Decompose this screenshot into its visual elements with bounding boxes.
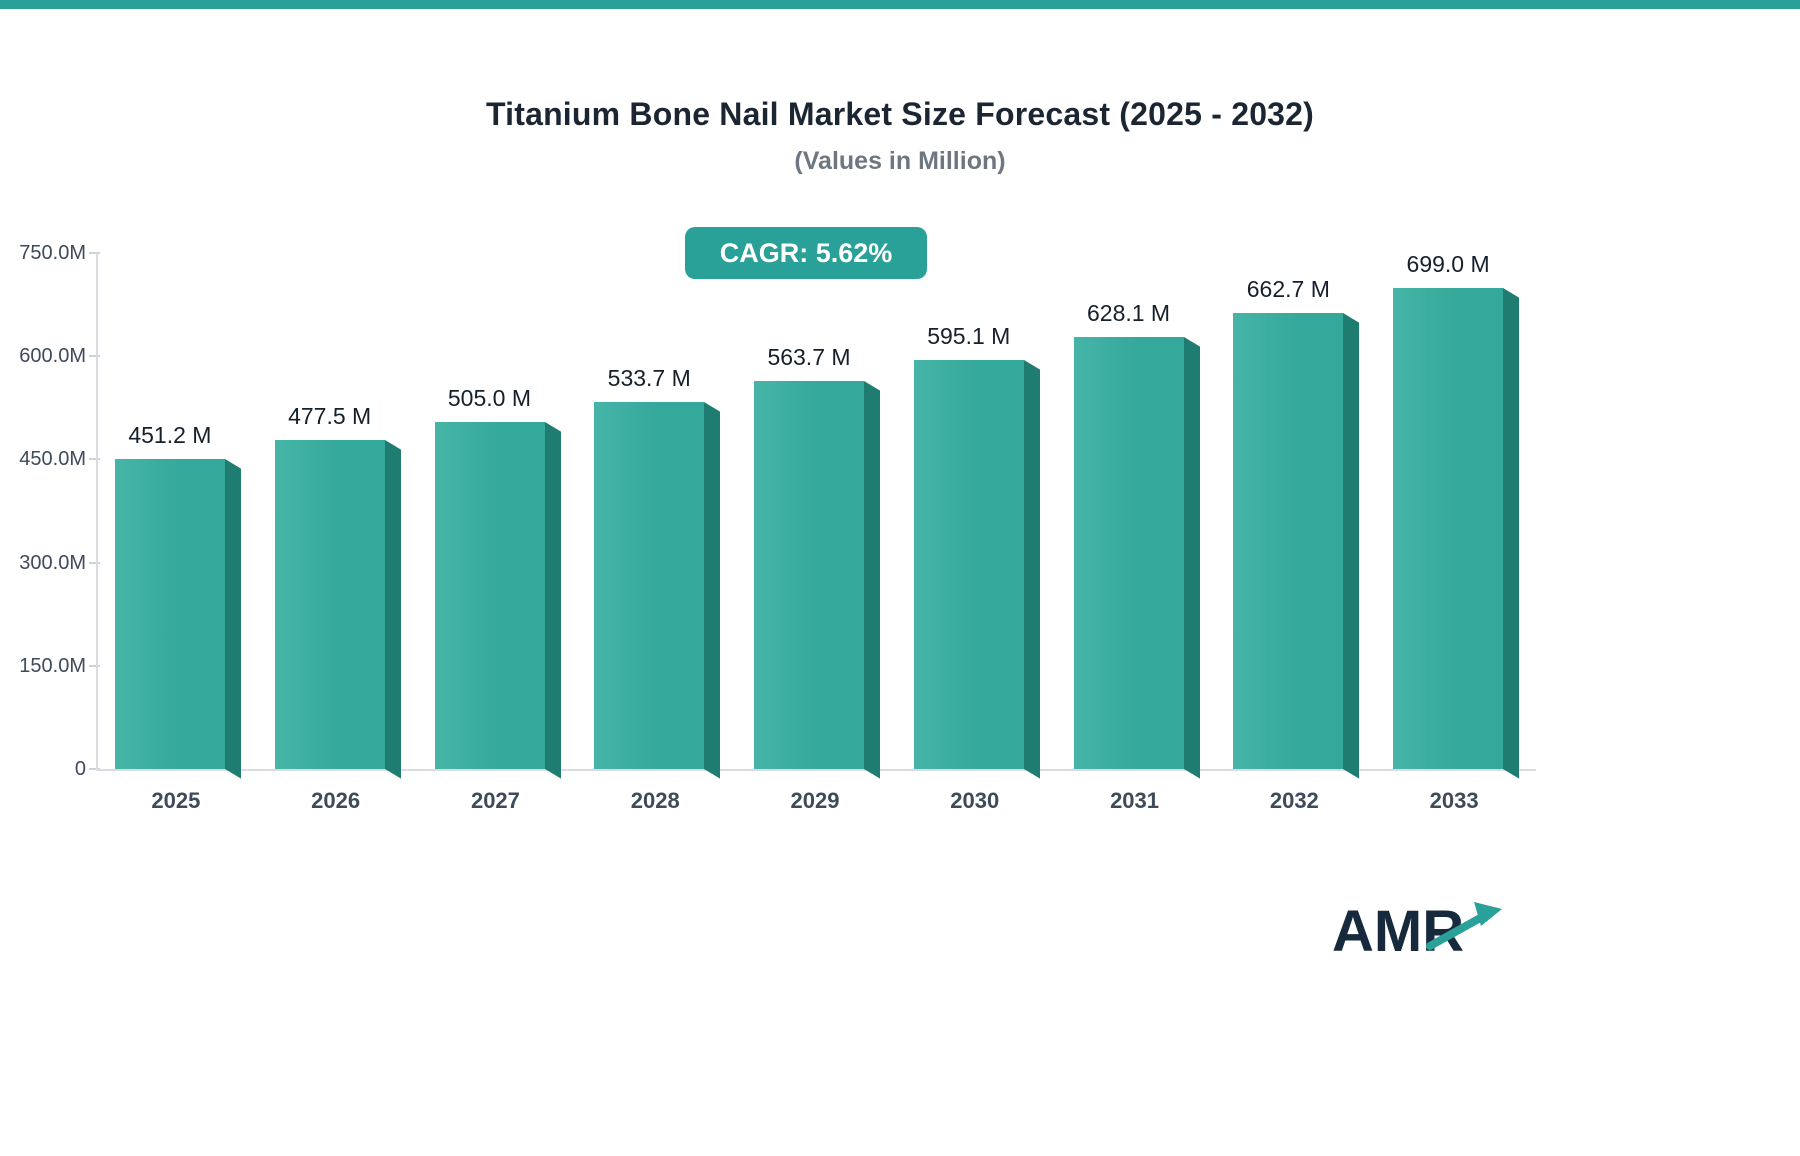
chart-subtitle: (Values in Million)	[794, 147, 1006, 175]
chart-title: Titanium Bone Nail Market Size Forecast …	[485, 96, 1315, 132]
bar-side-shade	[544, 421, 561, 779]
bar	[1393, 288, 1504, 769]
cagr-badge: CAGR: 5.62%	[685, 227, 927, 279]
bar-side-shade	[1343, 313, 1360, 779]
bar-value-label: 563.7 M	[767, 344, 851, 371]
logo-text: AMR	[1332, 899, 1465, 964]
top-accent-strip	[0, 0, 1800, 9]
x-axis: 2025 2026 2027 2028 2029 2030 2031 2032 2033	[96, 788, 1536, 818]
bar-side-shade	[225, 458, 241, 779]
y-axis-tick	[89, 768, 100, 770]
bar-group: 533.7 M	[577, 253, 737, 779]
bar-side-shade	[1023, 359, 1040, 779]
bar-side-shade	[1503, 288, 1520, 779]
x-axis-label: 2026	[311, 788, 361, 813]
plot-area: 451.2 M 477.5 M 505.0 M 533.7 M 563.7 M 595.1…	[96, 251, 1536, 779]
bar-group: 505.0 M	[418, 253, 578, 779]
x-axis-label: 2032	[1269, 788, 1319, 813]
y-axis-label: 0	[74, 758, 86, 780]
y-axis-tick	[89, 664, 100, 667]
y-axis-tick	[89, 252, 100, 254]
bar-group: 477.5 M	[258, 253, 418, 779]
bar-side-shade	[384, 440, 401, 779]
x-axis-label: 2025	[151, 788, 201, 813]
bar	[754, 381, 865, 769]
bar-side-shade	[704, 401, 721, 779]
y-axis-tick	[89, 355, 100, 358]
y-axis-label: 300.0M	[19, 551, 86, 574]
bar	[1073, 336, 1184, 769]
bar-group: 451.2 M	[98, 253, 258, 779]
y-axis-label: 450.0M	[19, 448, 86, 471]
x-axis-label: 2027	[470, 788, 520, 813]
bar	[594, 401, 705, 769]
bar	[434, 421, 545, 769]
bar	[274, 440, 385, 769]
bar-value-label: 595.1 M	[927, 322, 1011, 349]
bar-value-label: 628.1 M	[1086, 299, 1171, 326]
x-axis-label: 2031	[1110, 788, 1160, 813]
y-axis-tick	[89, 458, 100, 461]
bar-group: 595.1 M	[897, 253, 1057, 779]
bar	[115, 458, 225, 769]
x-axis-label: 2033	[1429, 788, 1479, 813]
amr-logo: AMR	[1332, 898, 1502, 965]
bar-group: 563.7 M	[737, 253, 897, 779]
y-axis-label: 150.0M	[19, 654, 86, 677]
bar-group: 699.0 M	[1376, 251, 1536, 779]
bar-value-label: 662.7 M	[1246, 276, 1330, 303]
x-axis-label: 2028	[630, 788, 680, 813]
bar-side-shade	[1183, 336, 1200, 779]
y-axis: 750.0M 600.0M 450.0M 300.0M 150.0M 0	[0, 242, 100, 780]
bar-value-label: 533.7 M	[607, 364, 691, 391]
bar	[1233, 313, 1344, 769]
x-axis-label: 2030	[950, 788, 1000, 813]
growth-arrow-icon	[1426, 902, 1502, 950]
bar-group: 662.7 M	[1216, 253, 1376, 779]
bar	[913, 359, 1024, 769]
bar-group: 628.1 M	[1057, 253, 1217, 779]
bar-side-shade	[864, 381, 881, 779]
y-axis-label: 750.0M	[19, 242, 86, 264]
bar-value-label: 451.2 M	[128, 421, 212, 448]
y-axis-label: 600.0M	[19, 345, 86, 368]
bar-value-label: 699.0 M	[1406, 251, 1490, 278]
x-axis-label: 2029	[790, 788, 840, 813]
y-axis-tick	[89, 561, 100, 564]
bar-value-label: 505.0 M	[447, 384, 531, 411]
bar-value-label: 477.5 M	[288, 403, 372, 430]
